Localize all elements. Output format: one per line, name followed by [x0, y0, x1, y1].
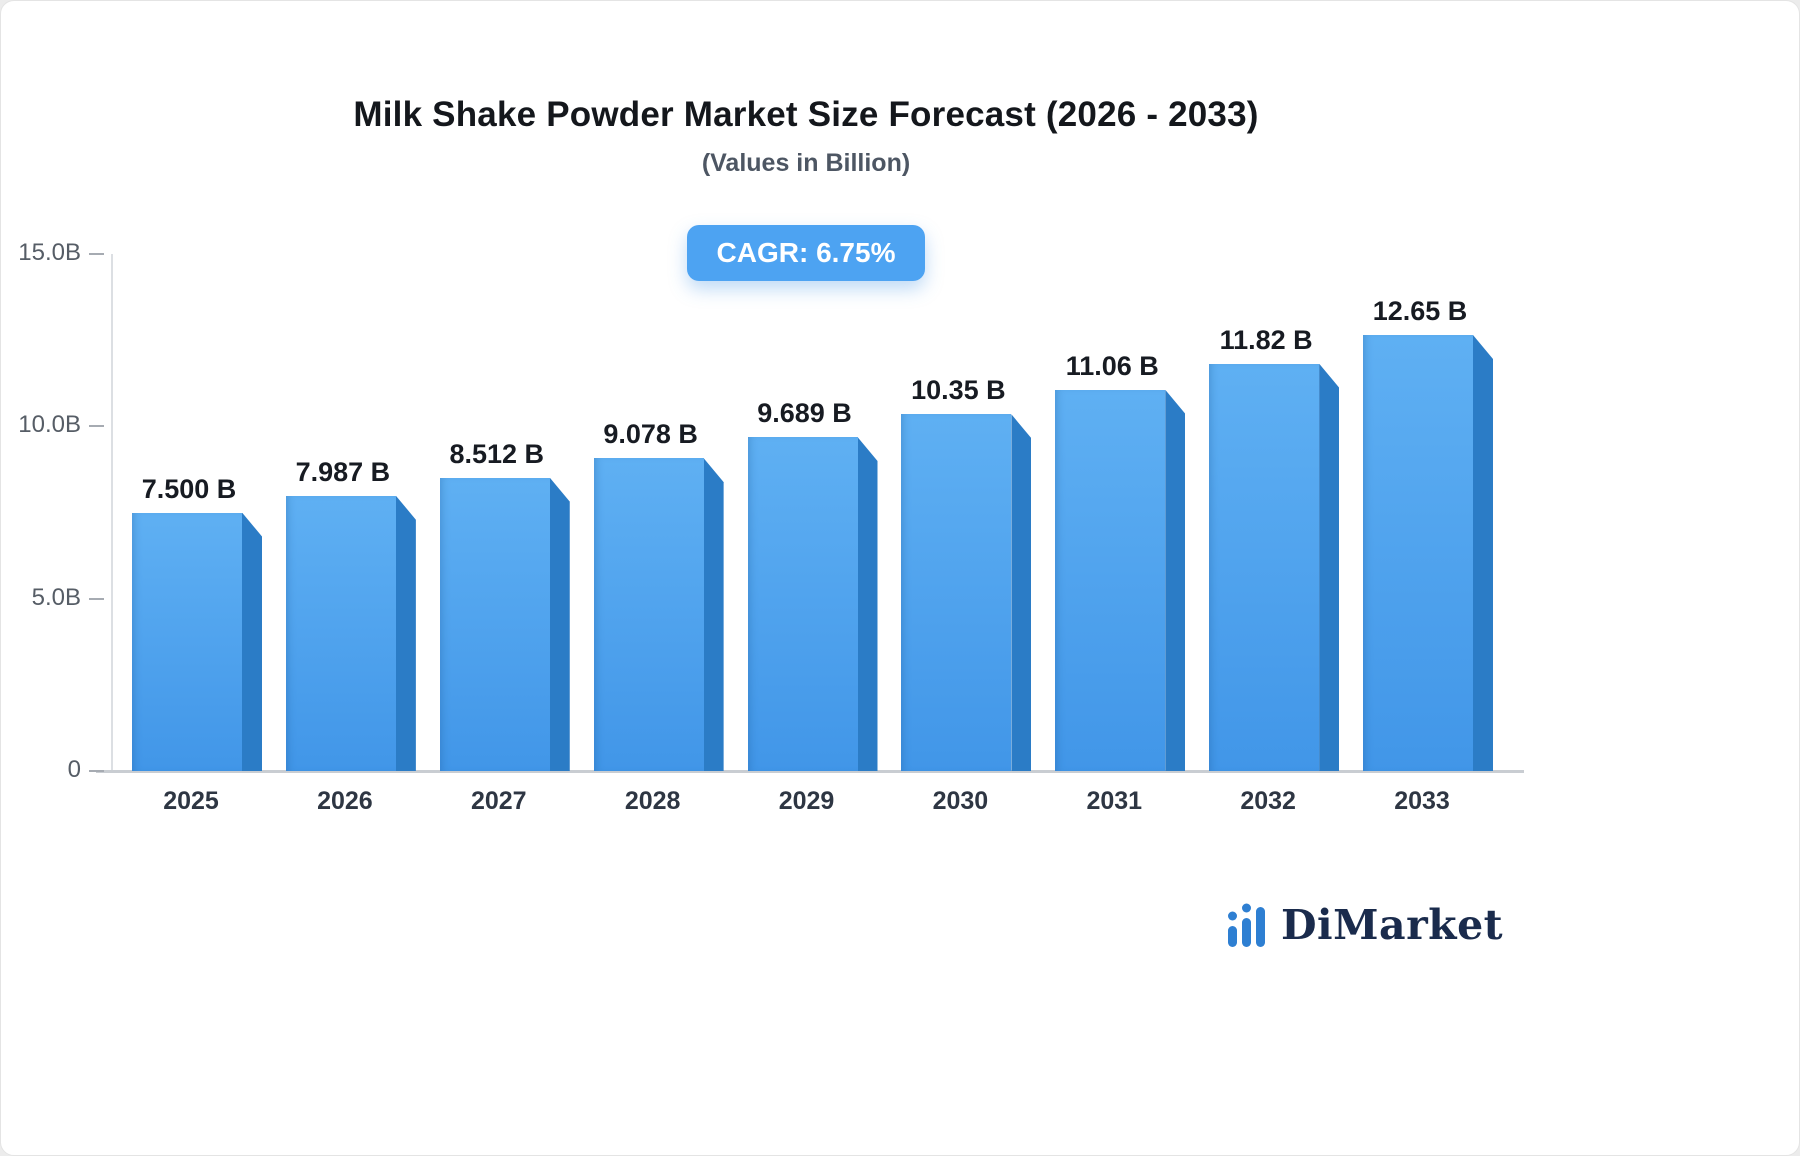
y-axis-tick: [89, 770, 104, 772]
y-axis-label: 5.0B: [31, 583, 81, 611]
x-axis-label: 2031: [1086, 787, 1143, 815]
bar-side-face: [1165, 389, 1186, 771]
bar-side-face: [703, 458, 724, 771]
bar-side-face: [1473, 334, 1493, 771]
bar: [747, 437, 858, 771]
x-axis-label: 2026: [317, 787, 373, 815]
x-axis-label: 2027: [470, 787, 527, 815]
x-axis-label: 2028: [624, 787, 681, 815]
bar-value-label: 11.06 B: [1065, 350, 1159, 381]
x-axis-label: 2030: [932, 787, 989, 815]
bar-chart-icon: [1228, 903, 1265, 947]
chart-title: Milk Shake Powder Market Size Forecast (…: [353, 95, 1259, 134]
bar-side-face: [549, 477, 570, 771]
badge-row: CAGR: 6.75%: [1, 225, 1611, 281]
y-axis-label: 0: [67, 756, 81, 783]
brand-logo: DiMarket: [1225, 901, 1503, 949]
bar: [132, 512, 242, 771]
bar: [1055, 389, 1166, 771]
x-axis-label: 2029: [778, 787, 835, 815]
x-axis-label: 2032: [1240, 787, 1296, 815]
bar-value-label: 7.987 B: [295, 456, 391, 487]
bar: [593, 458, 704, 771]
bar: [1209, 363, 1320, 771]
y-axis-tick: [89, 253, 104, 255]
bar-side-face: [857, 437, 878, 771]
bar: [901, 414, 1012, 771]
y-axis-tick: [89, 597, 104, 600]
x-axis-label: 2033: [1394, 787, 1450, 815]
y-axis: [111, 254, 113, 771]
x-axis-label: 2025: [163, 787, 219, 815]
bar-value-label: 12.65 B: [1372, 295, 1468, 326]
bar: [439, 477, 550, 771]
bar: [1363, 334, 1473, 771]
x-axis: [96, 770, 1524, 773]
bar-side-face: [242, 512, 262, 771]
bar-value-label: 10.35 B: [911, 375, 1006, 406]
brand-name: DiMarket: [1281, 901, 1504, 949]
bar: [285, 495, 396, 771]
y-axis-label: 10.0B: [18, 411, 81, 439]
bar-side-face: [395, 495, 416, 771]
bar-value-label: 9.078 B: [603, 419, 698, 450]
y-axis-tick: [89, 425, 104, 428]
bar-side-face: [1319, 363, 1340, 771]
chart-subtitle: (Values in Billion): [701, 149, 911, 177]
cagr-badge: CAGR: 6.75%: [686, 225, 926, 281]
bar-value-label: 11.82 B: [1219, 324, 1313, 355]
bar-value-label: 9.689 B: [757, 398, 852, 429]
bar-side-face: [1011, 414, 1032, 771]
bar-value-label: 7.500 B: [141, 473, 237, 504]
y-axis-label: 15.0B: [18, 239, 81, 266]
bar-value-label: 8.512 B: [449, 438, 545, 469]
